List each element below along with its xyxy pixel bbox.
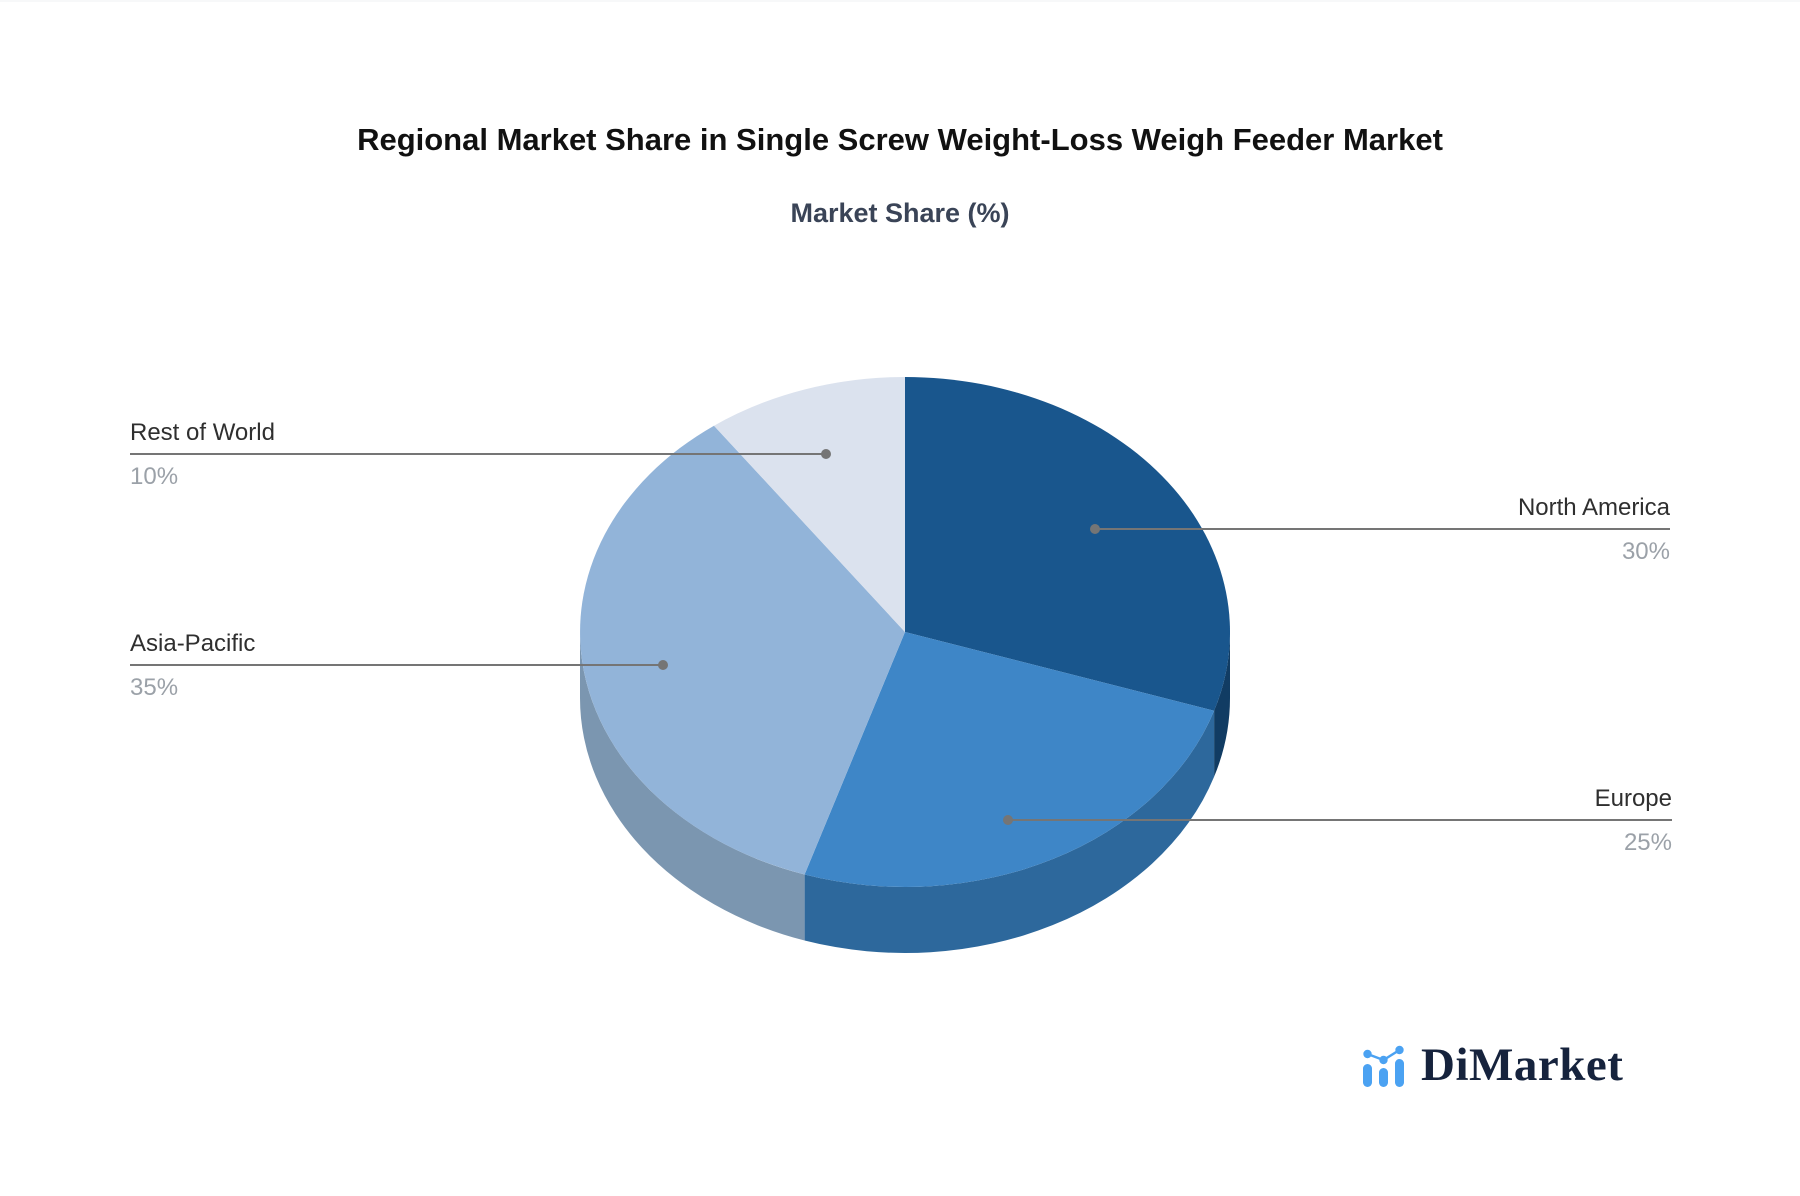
callout-value: 35% <box>130 674 179 701</box>
callout-label: North America <box>1517 494 1670 521</box>
pie-slice-north-america[interactable] <box>905 377 1231 711</box>
leader-dot-asia-pacific <box>658 660 668 670</box>
leader-dot-europe <box>1003 815 1013 825</box>
callout-north-america-value: 30% <box>1270 537 1670 567</box>
pie-slice-side-north-america <box>1214 632 1230 777</box>
callout-label: Asia-Pacific <box>130 630 256 657</box>
pie-slice-europe[interactable] <box>804 632 1215 887</box>
callout-europe-value: 25% <box>1272 828 1672 858</box>
page-title: Regional Market Share in Single Screw We… <box>357 122 1443 157</box>
callout-label: Europe <box>1594 785 1672 812</box>
brand-logo: DiMarket <box>1363 1039 1624 1091</box>
callout-asia-pacific: Asia-Pacific <box>130 629 255 659</box>
pie-slice-asia-pacific[interactable] <box>580 425 905 875</box>
callout-value: 30% <box>1621 538 1670 565</box>
callout-value: 25% <box>1623 829 1672 856</box>
callout-north-america: North America <box>1270 493 1670 523</box>
leader-dot-north-america <box>1090 524 1100 534</box>
callout-value: 10% <box>130 463 179 490</box>
brand-name: DiMarket <box>1421 1039 1624 1091</box>
pie-slice-rest-of-world[interactable] <box>714 377 905 632</box>
callout-rest-of-world-value: 10% <box>130 462 178 492</box>
callout-europe: Europe <box>1272 784 1672 814</box>
bar-line-chart-icon <box>1363 1045 1404 1087</box>
page-subtitle: Market Share (%) <box>790 198 1010 228</box>
callout-asia-pacific-value: 35% <box>130 673 178 703</box>
callout-label: Rest of World <box>130 419 275 446</box>
leader-dot-rest-of-world <box>821 449 831 459</box>
pie-slice-side-europe <box>804 710 1215 953</box>
callout-rest-of-world: Rest of World <box>130 418 275 448</box>
pie-slice-side-asia-pacific <box>580 632 805 941</box>
